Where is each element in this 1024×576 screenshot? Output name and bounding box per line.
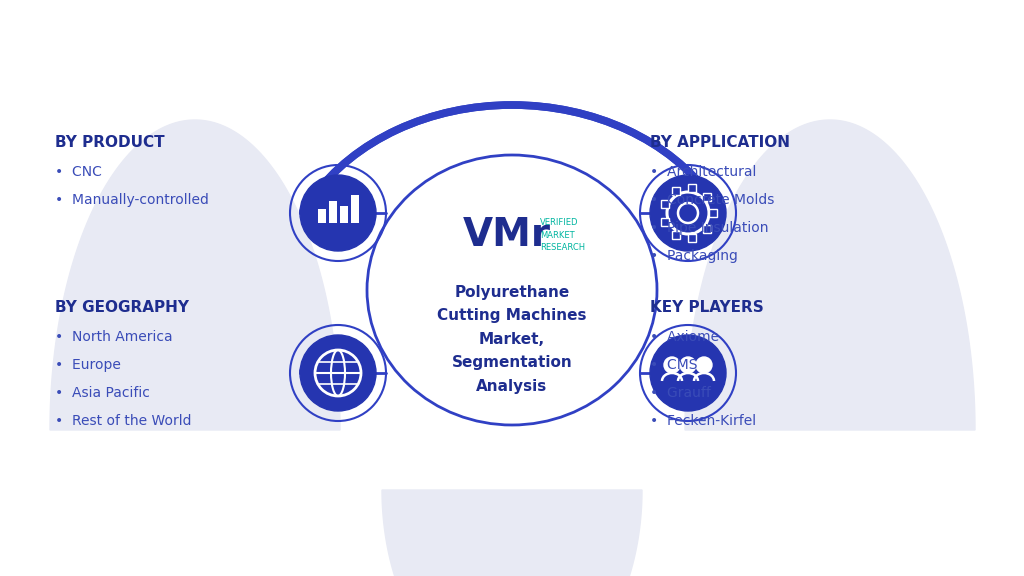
Polygon shape xyxy=(685,120,975,430)
Text: •  Concrete Molds: • Concrete Molds xyxy=(650,193,774,207)
Bar xyxy=(660,218,669,226)
Circle shape xyxy=(650,335,726,411)
Text: •  Architectural: • Architectural xyxy=(650,165,757,179)
Text: •  CNC: • CNC xyxy=(55,165,101,179)
Bar xyxy=(709,209,717,217)
Text: •  Packaging: • Packaging xyxy=(650,249,738,263)
Text: •  Europe: • Europe xyxy=(55,358,121,372)
Text: •  Rest of the World: • Rest of the World xyxy=(55,414,191,428)
Text: BY APPLICATION: BY APPLICATION xyxy=(650,135,790,150)
Bar xyxy=(688,184,696,192)
Text: VERIFIED
MARKET
RESEARCH: VERIFIED MARKET RESEARCH xyxy=(540,218,585,252)
Bar xyxy=(672,187,680,195)
Text: •  Fecken-Kirfel: • Fecken-Kirfel xyxy=(650,414,756,428)
Text: Polyurethane
Cutting Machines
Market,
Segmentation
Analysis: Polyurethane Cutting Machines Market, Se… xyxy=(437,285,587,393)
Text: VMr: VMr xyxy=(463,216,551,254)
Bar xyxy=(351,195,359,223)
Circle shape xyxy=(300,175,376,251)
Text: KEY PLAYERS: KEY PLAYERS xyxy=(650,300,764,315)
Circle shape xyxy=(680,357,696,373)
Polygon shape xyxy=(382,490,642,576)
Text: BY PRODUCT: BY PRODUCT xyxy=(55,135,165,150)
Bar xyxy=(329,201,337,223)
Bar xyxy=(660,200,669,209)
Text: BY GEOGRAPHY: BY GEOGRAPHY xyxy=(55,300,189,315)
Bar xyxy=(688,234,696,241)
Text: •  Asia Pacific: • Asia Pacific xyxy=(55,386,150,400)
Text: •  Manually-controlled: • Manually-controlled xyxy=(55,193,209,207)
Bar xyxy=(318,209,326,223)
Text: •  Pipe Insulation: • Pipe Insulation xyxy=(650,221,768,235)
Ellipse shape xyxy=(367,155,657,425)
Circle shape xyxy=(300,335,376,411)
Text: •  Axiome: • Axiome xyxy=(650,330,719,344)
Bar xyxy=(703,225,711,233)
Polygon shape xyxy=(50,120,340,430)
Circle shape xyxy=(664,357,680,373)
Text: •  Grauff: • Grauff xyxy=(650,386,711,400)
Circle shape xyxy=(696,357,712,373)
Circle shape xyxy=(650,175,726,251)
Bar xyxy=(340,206,348,223)
Bar xyxy=(672,230,680,238)
Text: •  CMS: • CMS xyxy=(650,358,697,372)
Text: •  North America: • North America xyxy=(55,330,173,344)
Bar xyxy=(703,193,711,201)
